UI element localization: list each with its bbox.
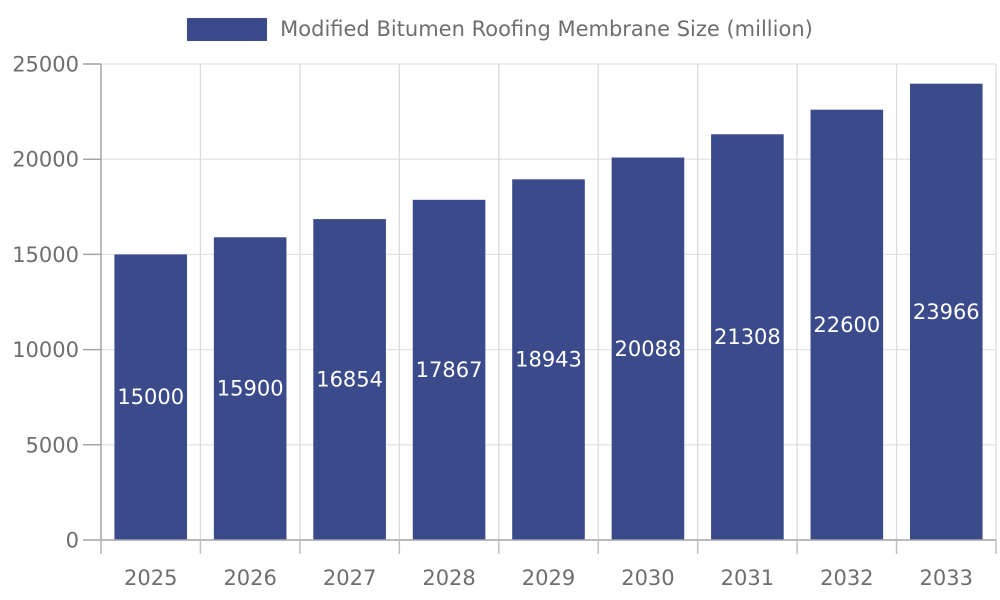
bar-value-label: 20088: [615, 337, 682, 361]
bar-value-label: 23966: [913, 300, 980, 324]
bar: [313, 219, 386, 540]
x-tick-label: 2032: [820, 566, 873, 590]
bar-value-label: 15900: [217, 377, 284, 401]
bar-value-label: 18943: [515, 348, 582, 372]
bar: [711, 134, 784, 540]
bar: [810, 109, 884, 541]
legend-swatch: [187, 17, 268, 41]
x-tick-label: 2025: [124, 566, 177, 590]
legend-label: Modified Bitumen Roofing Membrane Size (…: [280, 17, 813, 41]
bar: [512, 179, 585, 540]
x-tick-label: 2029: [522, 566, 575, 590]
y-tick-label: 25000: [12, 53, 79, 77]
y-tick-label: 20000: [12, 148, 79, 172]
x-tick-label: 2033: [920, 566, 973, 590]
y-tick-label: 0: [66, 529, 79, 553]
x-tick-label: 2028: [422, 566, 475, 590]
x-tick-label: 2030: [621, 566, 674, 590]
bar-value-label: 17867: [416, 358, 483, 382]
bar-value-label: 15000: [117, 385, 184, 409]
bar: [909, 83, 983, 540]
bar: [114, 254, 188, 540]
bar: [412, 199, 486, 540]
bar: [611, 157, 685, 540]
x-tick-label: 2031: [721, 566, 774, 590]
y-tick-label: 5000: [26, 433, 79, 457]
x-tick-label: 2027: [323, 566, 376, 590]
x-tick-label: 2026: [223, 566, 276, 590]
bar-value-label: 21308: [714, 325, 781, 349]
y-tick-label: 15000: [12, 243, 79, 267]
y-tick-label: 10000: [12, 338, 79, 362]
bar-value-label: 22600: [813, 313, 880, 337]
bar: [213, 237, 287, 540]
bar-value-label: 16854: [316, 368, 383, 392]
legend[interactable]: Modified Bitumen Roofing Membrane Size (…: [0, 17, 1000, 41]
